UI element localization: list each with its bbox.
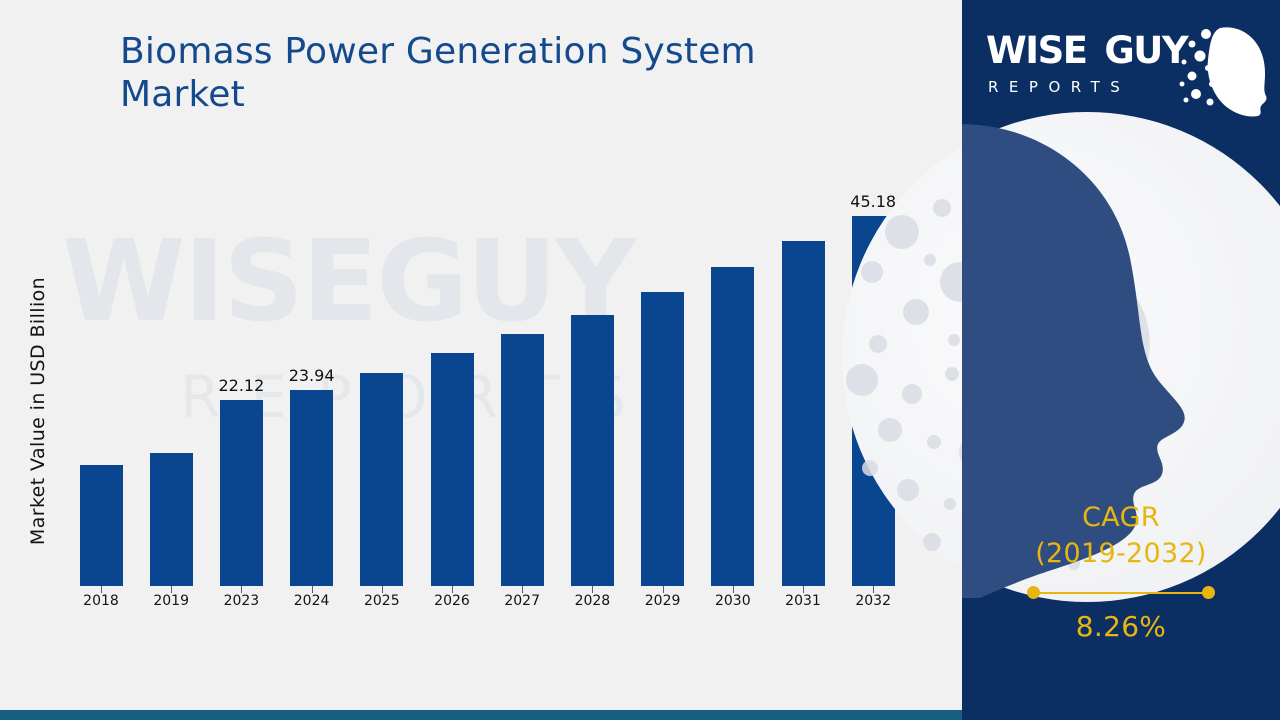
x-label-2030: 2030 (714, 593, 751, 609)
bar-plot: 22.12 23.94 45.18 (76, 150, 926, 586)
cagr-divider-line (1034, 592, 1208, 594)
logo-head-dots-icon (1174, 27, 1267, 117)
bar-2028 (570, 315, 614, 586)
x-tick-2019 (171, 586, 173, 593)
bar-value-2023: 22.12 (218, 376, 265, 395)
x-tick-2028 (592, 586, 594, 593)
x-tick-2024 (311, 586, 313, 593)
bar-2018 (79, 465, 123, 586)
bar-2019 (149, 453, 193, 586)
x-label-2031: 2031 (785, 593, 821, 609)
logo-subtitle: REPORTS (988, 78, 1131, 96)
bar-2024 (290, 390, 334, 586)
cagr-divider-dot-left (1027, 586, 1040, 599)
bar-2026 (430, 353, 474, 586)
x-tick-2029 (662, 586, 664, 593)
x-label-2023: 2023 (223, 593, 260, 609)
x-label-2024: 2024 (293, 593, 330, 609)
x-tick-2026 (452, 586, 453, 593)
bar-2029 (641, 292, 685, 586)
x-label-2032: 2032 (855, 593, 891, 609)
x-tick-2031 (803, 586, 804, 593)
x-tick-2018 (101, 586, 102, 593)
x-label-2027: 2027 (504, 593, 540, 609)
bar-value-2024: 23.94 (288, 366, 335, 385)
x-tick-2023 (241, 586, 243, 593)
x-label-2025: 2025 (363, 593, 400, 609)
bottom-accent-strip (0, 710, 962, 720)
cagr-divider (1027, 586, 1215, 600)
x-label-2018: 2018 (83, 593, 119, 609)
bar-2031 (781, 241, 825, 586)
logo-word-guy: GUY (1104, 29, 1188, 72)
logo-wordmark: WISE GUY (986, 29, 1189, 72)
y-axis-label: Market Value in USD Billion (27, 276, 49, 546)
x-label-2019: 2019 (153, 593, 189, 609)
bar-2025 (360, 373, 404, 586)
x-tick-2025 (381, 586, 383, 593)
bar-2030 (711, 267, 755, 586)
bar-value-2032: 45.18 (850, 192, 897, 211)
head-silhouette-icon (962, 124, 1185, 598)
cagr-period: (2019-2032) (1035, 538, 1207, 569)
cagr-block: CAGR (2019-2032) 8.26% (962, 500, 1280, 643)
bar-2027 (500, 334, 544, 586)
cagr-label: CAGR (1082, 502, 1160, 533)
bar-2023 (219, 400, 263, 586)
x-label-2029: 2029 (644, 593, 681, 609)
x-label-2028: 2028 (574, 593, 611, 609)
brand-logo: WISE GUY REPORTS (982, 26, 1268, 117)
logo-word-wise: WISE (986, 29, 1088, 72)
page-title: Biomass Power Generation System Market (120, 31, 756, 115)
chart-area: Biomass Power Generation System Market W… (27, 31, 926, 609)
x-tick-2030 (732, 586, 734, 593)
cagr-value: 8.26% (1075, 610, 1167, 643)
x-label-2026: 2026 (434, 593, 470, 609)
x-tick-2027 (522, 586, 524, 593)
cagr-divider-dot-right (1202, 586, 1215, 599)
x-tick-2032 (873, 586, 875, 593)
